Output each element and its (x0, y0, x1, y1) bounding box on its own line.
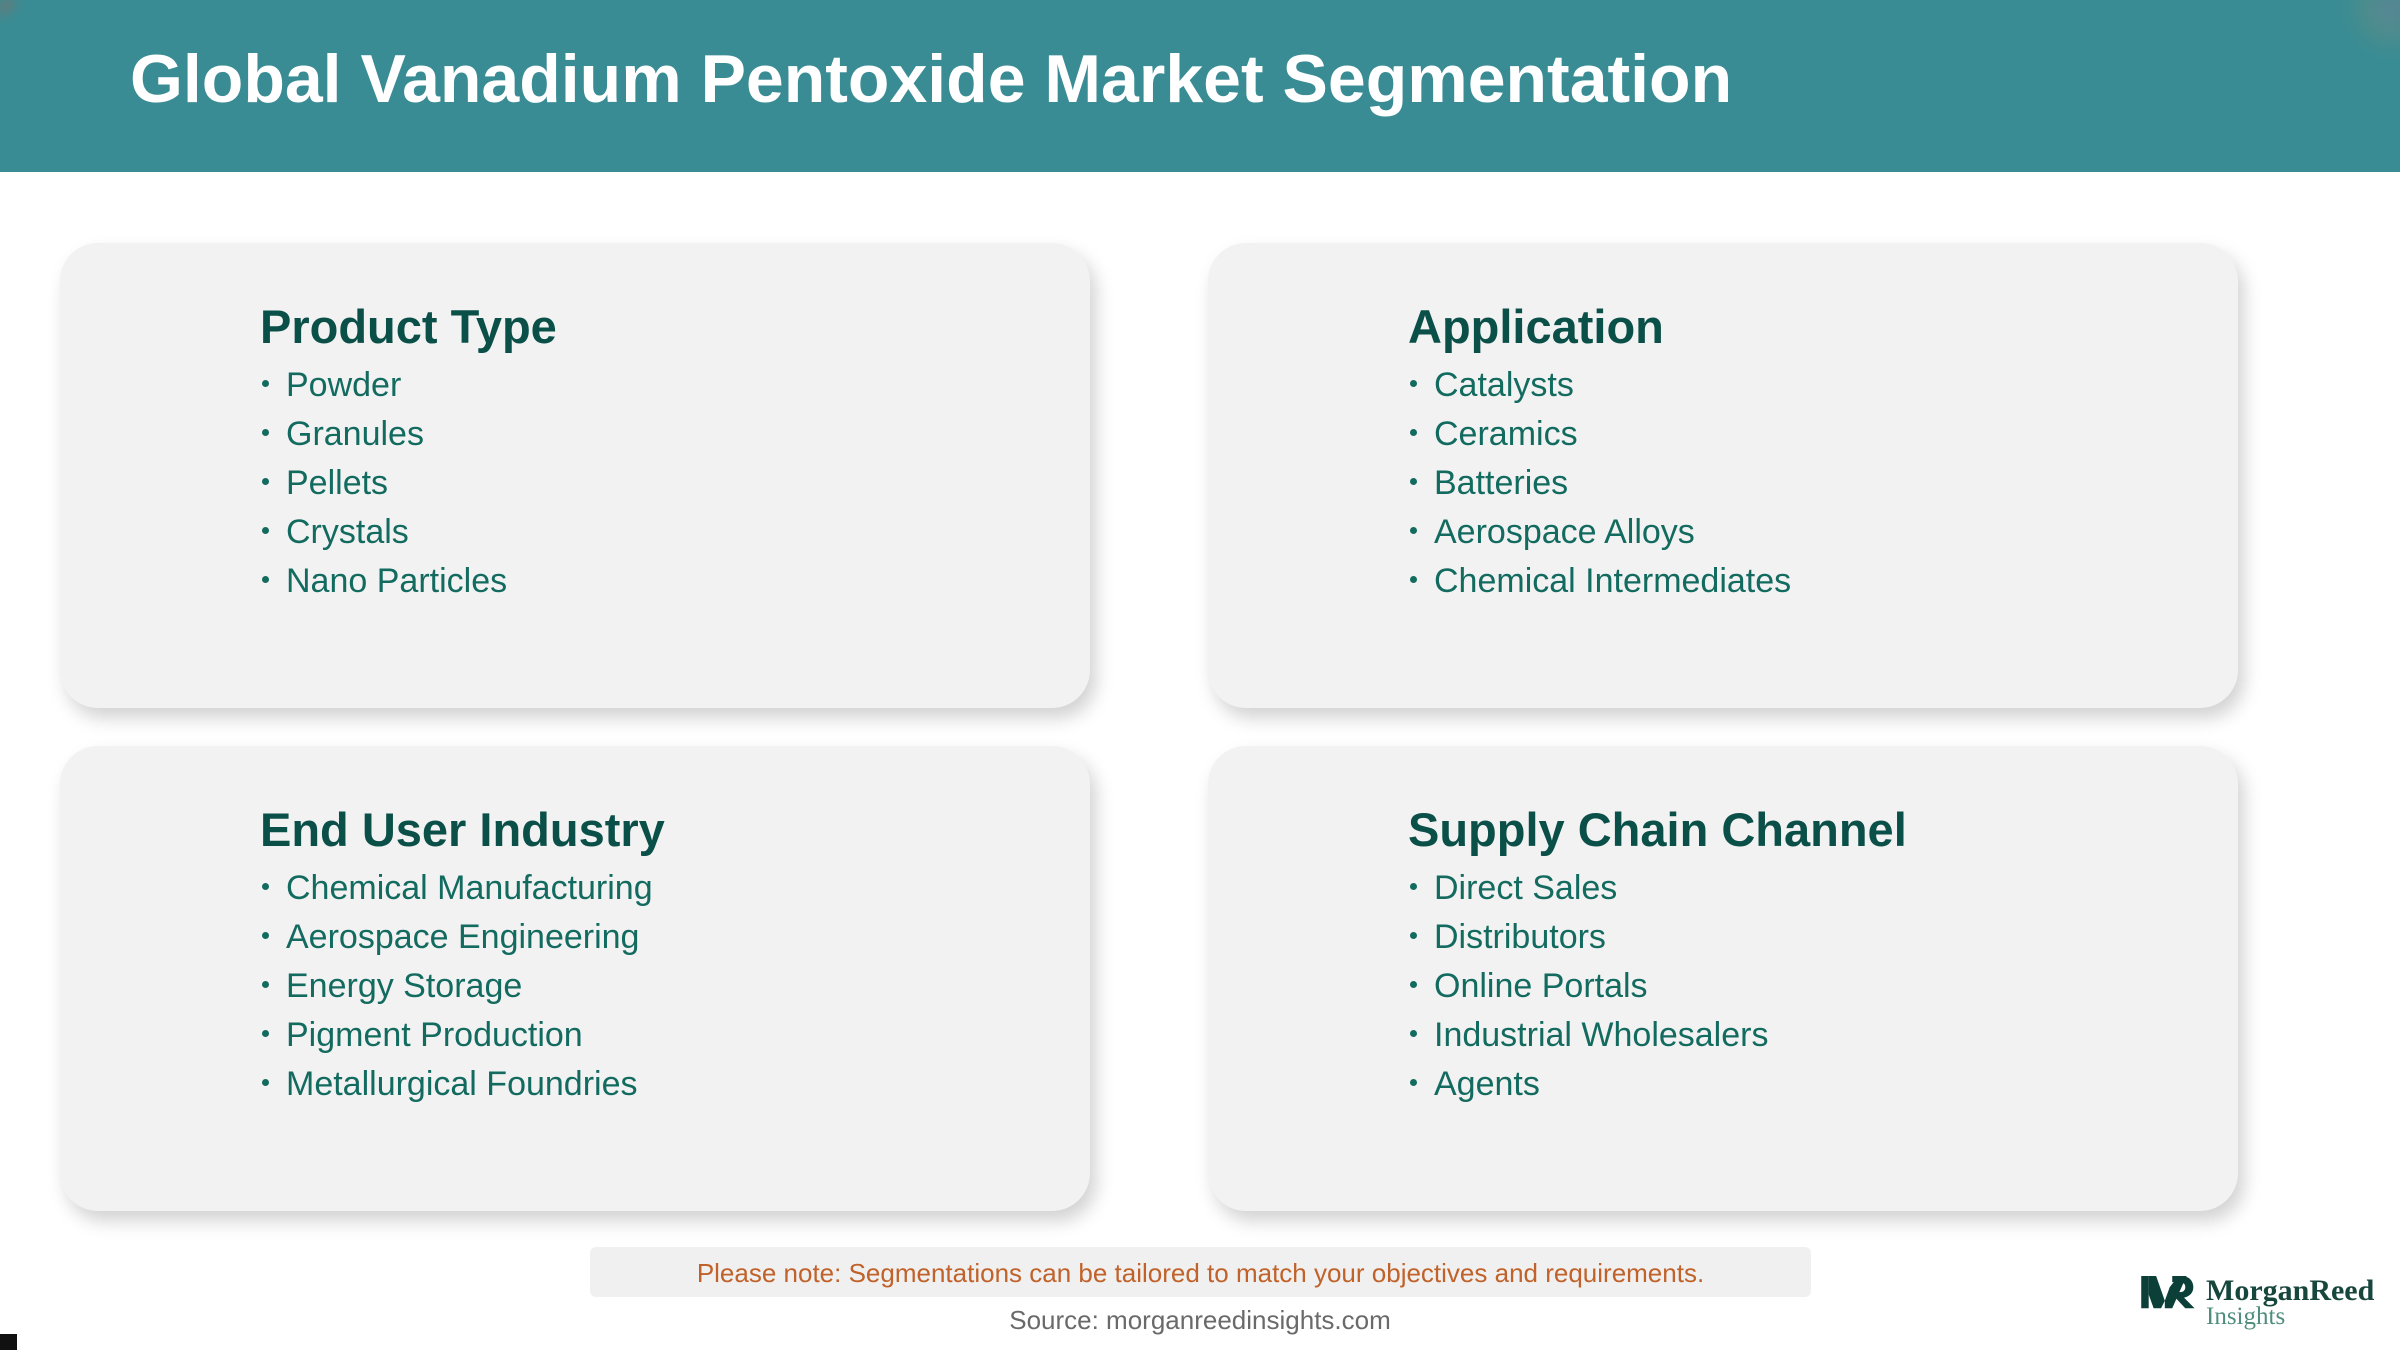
svg-text:Insights: Insights (2206, 1303, 2285, 1330)
